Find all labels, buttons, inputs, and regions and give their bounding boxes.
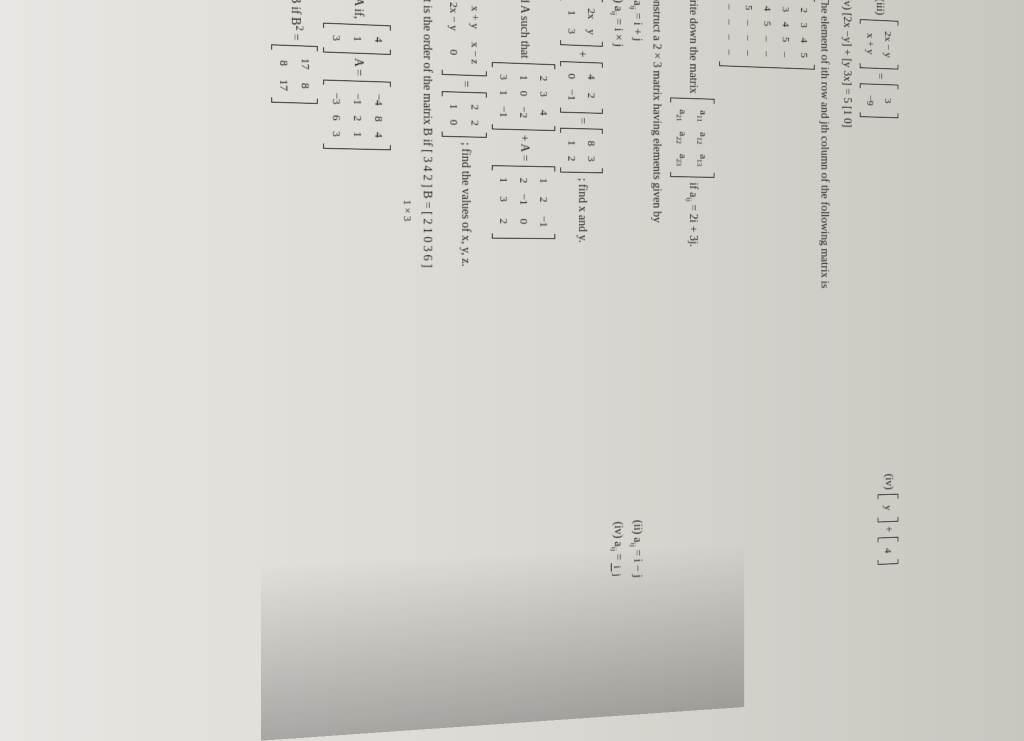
- q20-m2: −484−121−363: [324, 80, 391, 150]
- sub-iii-iv-row: (iii) 2x − yx + y = 3−9 (iv) y + 4: [860, 0, 899, 615]
- iv-plus: +: [883, 526, 894, 533]
- q18-m1: x + yx − z2x − y0: [442, 0, 486, 77]
- q16: 16. If 2xy13 + 420−1 = 8312 ; find x and…: [560, 0, 603, 632]
- q14-text-b: if a: [687, 182, 699, 197]
- q18-body: If x + yx − z2x − y0 = 2210 ; find the v…: [442, 0, 486, 639]
- q20-body: Find A if, 413 A = −484−121−363: [324, 0, 391, 645]
- q13: 13. The element of ith row and jth colum…: [719, 0, 833, 623]
- q15-i: (i) aij = i + j: [627, 0, 646, 41]
- q14-text-c: = 2i + 3j.: [687, 201, 699, 247]
- sub-v: (v) [2x −y] + [y 3x] = 5 [1 0]: [837, 0, 855, 617]
- q15-iv-frac: ij: [609, 563, 625, 579]
- iv-4-cell: 4: [879, 543, 897, 559]
- q19: 19. What is the order of the matrix B if…: [396, 0, 437, 641]
- q13-body: The element of ith row and jth column of…: [719, 0, 833, 623]
- q16-plus: +: [576, 51, 588, 61]
- q14-body: Write down the matrix a11a12a13 a21a22a2…: [670, 0, 714, 626]
- q20-mid: A =: [351, 58, 364, 80]
- q17-m1: 23410−231−1: [491, 62, 555, 131]
- iv-y-cell: y: [879, 500, 897, 515]
- q17: 17. Find A such that 23410−231−1 + A = 1…: [491, 0, 555, 636]
- sub-iv: (iv) y + 4: [878, 473, 899, 566]
- q21: 21. Find B if B2 = 178817: [271, 0, 318, 648]
- q21-eq: =: [288, 30, 301, 44]
- sub-iii-label: (iii): [874, 0, 885, 15]
- iii-lhs-matrix: 2x − yx + y: [860, 19, 899, 70]
- q15-ii: (ii) aij = i − j: [627, 520, 646, 579]
- q20: 20. Find A if, 413 A = −484−121−363: [324, 0, 391, 645]
- frac-d: j: [612, 571, 623, 579]
- q16-m2: 420−1: [560, 61, 603, 113]
- q18-tail: ; find the values of x, y, z.: [458, 142, 471, 267]
- q18: 18. If x + yx − z2x − y0 = 2210 ; find t…: [442, 0, 486, 639]
- sub-v-eq: [2x −y] + [y 3x] = 5 [1 0]: [841, 12, 852, 127]
- q18-eq: =: [458, 80, 471, 90]
- iii-rhs-matrix: 3−9: [860, 83, 899, 118]
- q19-body: What is the order of the matrix B if [ 3…: [396, 0, 437, 641]
- frac-n: i: [611, 563, 623, 571]
- q15-iii-eq: = i × j: [612, 15, 624, 47]
- q18-m2: 2210: [442, 91, 486, 138]
- q15-iv: (iv) a ij = ij: [608, 521, 627, 579]
- q15: 15. Construct a 2 × 3 matrix having elem…: [608, 0, 666, 629]
- q16-m3: 8312: [560, 128, 603, 173]
- q15-ii-eq: = i − j: [631, 546, 643, 578]
- q21-body: Find B if B2 = 178817: [271, 0, 318, 648]
- q16-m1: 2xy13: [560, 0, 603, 47]
- q21-text: Find B if B: [288, 0, 301, 26]
- q13-text: The element of ith row and jth column of…: [818, 0, 829, 288]
- q13-matrix: 2345 345– 45–– 5––– ––––: [719, 0, 815, 70]
- q15-iv-label: (iv) a: [612, 521, 624, 547]
- q19-annot: 1 × 3: [401, 200, 413, 222]
- q15-iv-eq: =: [612, 550, 624, 563]
- sub-v-row: (v) [2x −y] + [y 3x] = 5 [1 0]: [837, 0, 855, 617]
- q20-m1: 413: [324, 22, 391, 55]
- q20-text: Find A if,: [351, 0, 364, 22]
- q15-ii-label: (ii) a: [631, 520, 643, 543]
- q15-body: Construct a 2 × 3 matrix having elements…: [608, 0, 666, 629]
- q15-i-eq: = i + j: [631, 9, 643, 41]
- q14: 14. Write down the matrix a11a12a13 a21a…: [670, 0, 714, 626]
- q14-text-a: Write down the matrix: [687, 0, 699, 94]
- q17-body: Find A such that 23410−231−1 + A = 12−12…: [491, 0, 555, 636]
- q16-body: If 2xy13 + 420−1 = 8312 ; find x and y.: [560, 0, 603, 632]
- q19-text: What is the order of the matrix B if [ 3…: [421, 0, 434, 268]
- iv-y: y: [878, 494, 899, 522]
- sub-iv-label: (iv): [883, 473, 894, 490]
- sub-v-label: (v): [841, 0, 852, 10]
- q16-tail: ; find x and y.: [576, 178, 588, 243]
- row-body: (iii) 2x − yx + y = 3−9 (iv) y + 4: [860, 0, 899, 615]
- q17-plus: + A =: [517, 134, 530, 164]
- q16-eq: =: [576, 117, 588, 127]
- iv-4: 4: [878, 536, 899, 564]
- sub-iii: (iii) 2x − yx + y = 3−9: [860, 0, 899, 119]
- q15-text: Construct a 2 × 3 matrix having elements…: [650, 0, 662, 223]
- page-content: (iii) 2x − yx + y = 3−9 (iv) y + 4 (v) […: [266, 0, 903, 648]
- q14-matrix: a11a12a13 a21a22a23: [670, 98, 714, 179]
- q15-iii: (iii) aij = i × j: [608, 0, 627, 47]
- q21-m1: 178817: [271, 44, 318, 104]
- q17-m2: 12−12−10132: [491, 165, 555, 239]
- q15-iii-label: (iii) a: [612, 0, 624, 11]
- q17-text: Find A such that: [517, 0, 530, 62]
